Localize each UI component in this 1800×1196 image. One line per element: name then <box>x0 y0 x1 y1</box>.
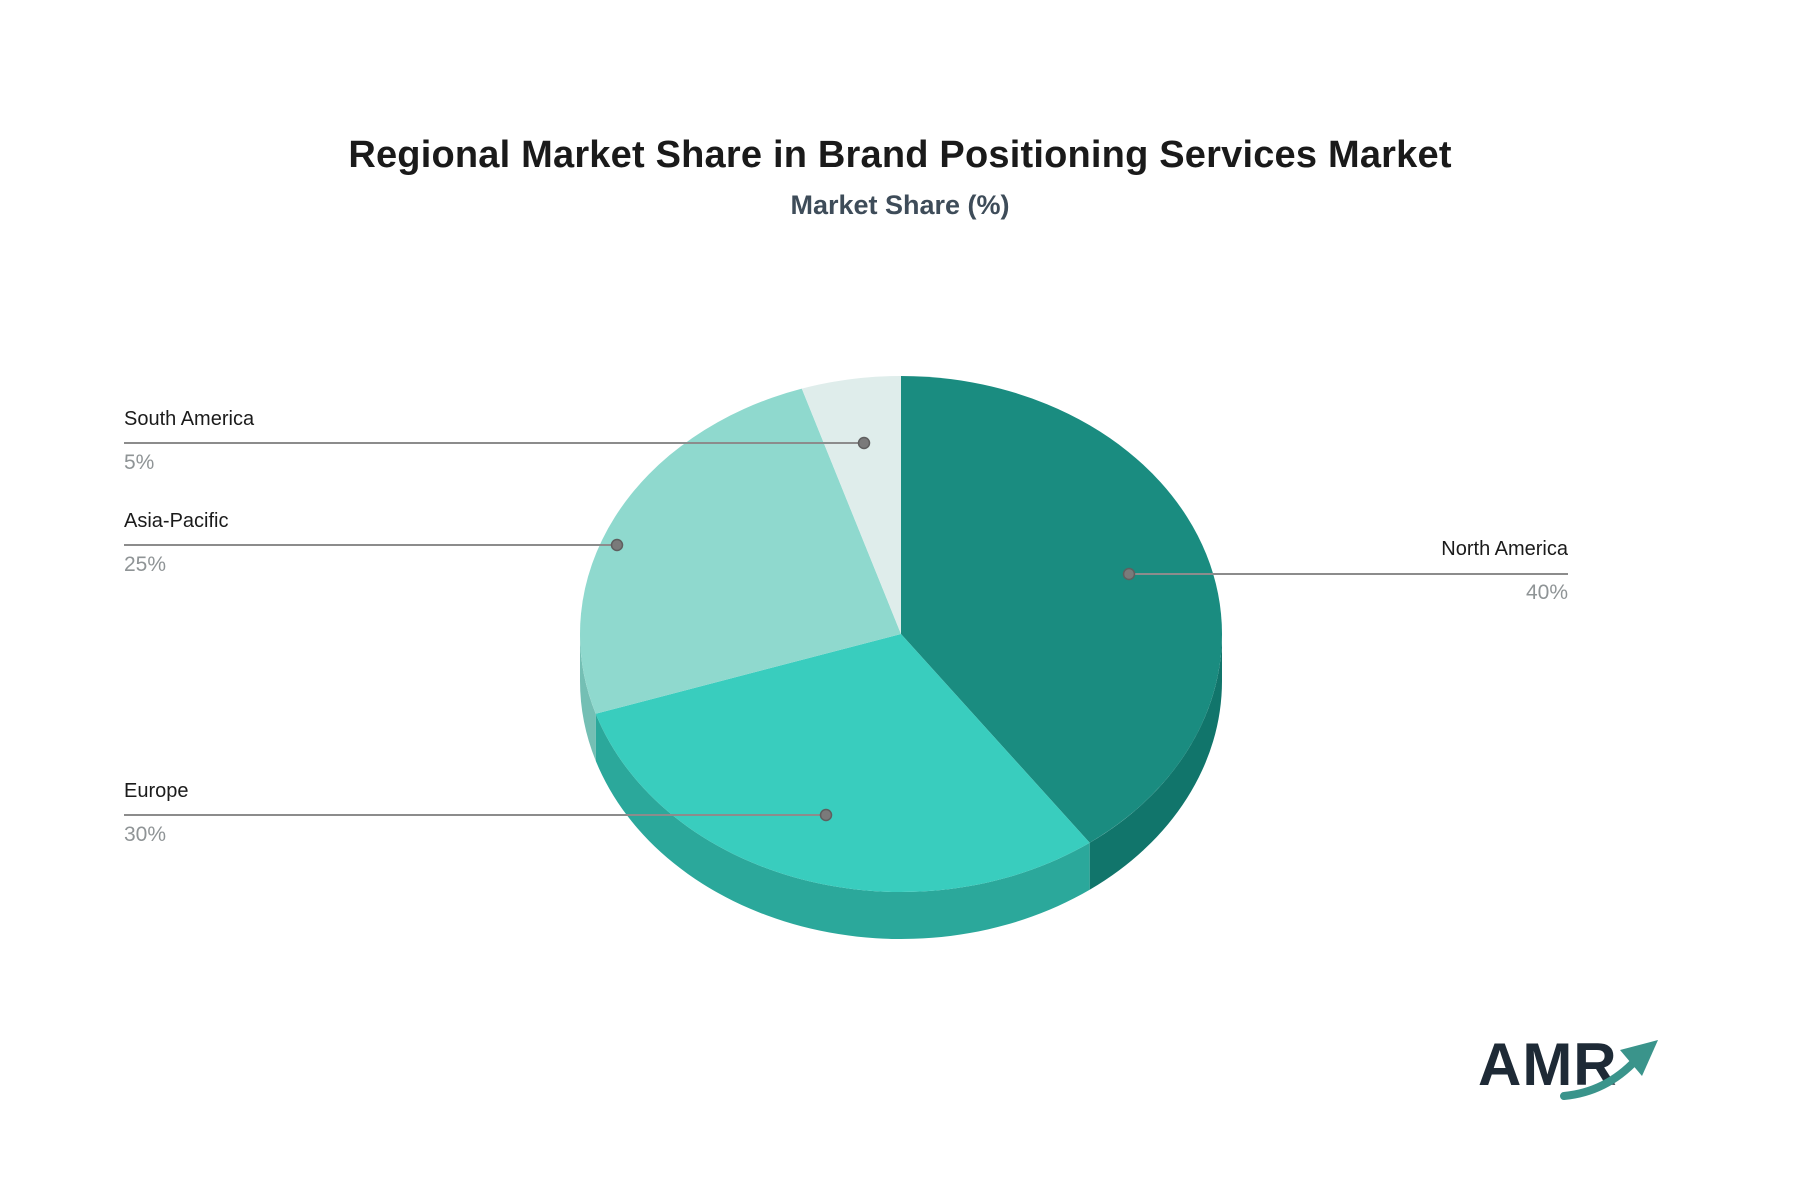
chart-title: Regional Market Share in Brand Positioni… <box>348 134 1452 176</box>
pie-slice-side-asia-pacific <box>580 634 596 761</box>
slice-value-south-america: 5% <box>124 451 155 474</box>
pie-slice-south-america[interactable] <box>801 376 901 634</box>
slice-label-europe: Europe <box>124 780 189 802</box>
slice-label-south-america: South America <box>124 408 255 430</box>
leader-dot-south-america <box>857 436 871 450</box>
leader-dot-asia-pacific <box>610 538 624 552</box>
slice-value-north-america: 40% <box>1525 581 1568 604</box>
pie-slice-asia-pacific[interactable] <box>580 388 901 714</box>
brand-logo: AMR <box>1478 1030 1668 1105</box>
chart-subtitle: Market Share (%) <box>790 190 1010 220</box>
leader-dot-europe <box>819 808 833 822</box>
pie-slice-side-europe <box>595 713 1090 939</box>
logo-arrow-icon <box>1560 1040 1658 1100</box>
pie-slice-europe[interactable] <box>595 634 1090 893</box>
pie-slice-side-north-america <box>1089 634 1222 890</box>
pie-slice-north-america[interactable] <box>901 376 1222 843</box>
slice-label-asia-pacific: Asia-Pacific <box>124 510 229 532</box>
leader-dot-north-america <box>1122 567 1136 581</box>
slice-value-asia-pacific: 25% <box>124 553 167 576</box>
slice-value-europe: 30% <box>124 823 167 846</box>
slice-label-north-america: North America <box>1441 538 1568 560</box>
